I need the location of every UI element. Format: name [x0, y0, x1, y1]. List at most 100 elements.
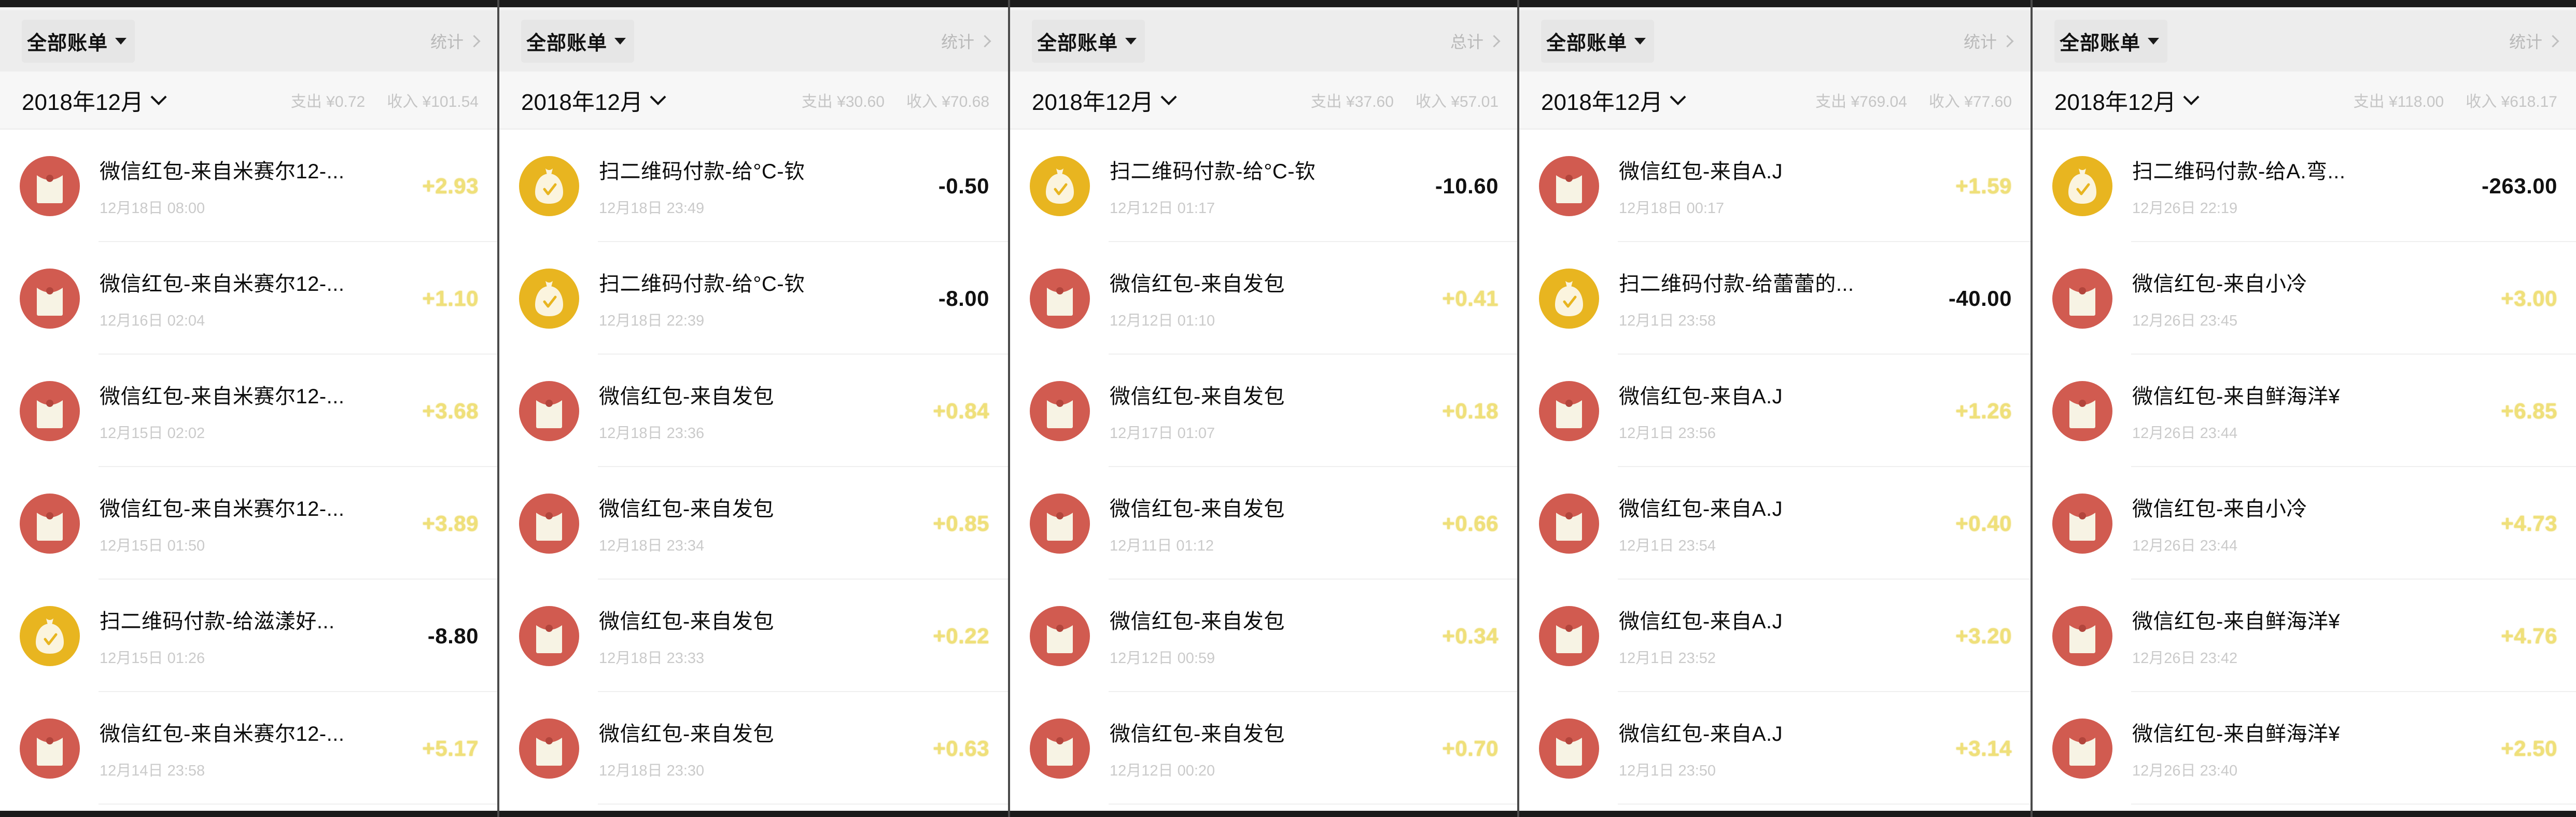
transaction-time: 12月11日 01:12	[1110, 537, 1214, 554]
transaction-title: 微信红包-来自发包	[599, 385, 774, 408]
transaction-row[interactable]: 微信红包-来自A.J 12月1日 23:50 +3.14	[1519, 692, 2031, 805]
chevron-down-icon	[2148, 37, 2160, 45]
transaction-row[interactable]: 微信红包-来自鲜海洋¥ 12月26日 23:42 +4.76	[2033, 580, 2576, 692]
transaction-row[interactable]: 微信红包-来自米赛尔12-... 12月15日 02:02 +3.68	[0, 355, 497, 467]
income-total: 收入 ¥618.17	[2466, 93, 2557, 110]
income-total: 收入 ¥77.60	[1928, 93, 2012, 110]
transaction-title: 微信红包-来自发包	[1110, 610, 1285, 633]
status-bar	[499, 0, 1008, 7]
expense-total: 支出 ¥30.60	[801, 93, 885, 110]
transaction-row[interactable]: 微信红包-来自A.J 12月1日 23:56 +1.26	[1519, 355, 2031, 467]
transaction-amount: +0.18	[1442, 398, 1499, 423]
transaction-amount: +2.50	[2501, 736, 2557, 760]
transaction-time: 12月18日 08:00	[100, 200, 205, 217]
transaction-row[interactable]: 微信红包-来自发包 12月12日 00:59 +0.34	[1010, 580, 1517, 692]
transaction-row[interactable]: 微信红包-来自发包 12月12日 01:10 +0.41	[1010, 242, 1517, 355]
transaction-row[interactable]: 微信红包-来自A.J 12月1日 23:54 +0.40	[1519, 467, 2031, 580]
chevron-down-icon	[150, 89, 167, 105]
statistics-link[interactable]: 总计	[1450, 29, 1501, 53]
transaction-row[interactable]: 微信红包-来自A.J 12月1日 23:52 +3.20	[1519, 580, 2031, 692]
chevron-down-icon	[614, 37, 626, 45]
month-label: 2018年12月	[1541, 90, 1663, 115]
transaction-time: 12月1日 23:52	[1619, 650, 1716, 667]
statistics-link[interactable]: 统计	[2509, 29, 2559, 53]
account-filter-button[interactable]: 全部账单	[2054, 19, 2168, 63]
transaction-row[interactable]: 微信红包-来自发包 12月17日 01:07 +0.18	[1010, 355, 1517, 467]
money-bag-icon	[20, 605, 80, 666]
red-envelope-icon	[2052, 493, 2112, 554]
transaction-text: 扫二维码付款-给°C-钦 12月12日 01:17	[1110, 154, 1425, 218]
transaction-row[interactable]: 微信红包-来自A.J 12月18日 00:17 +1.59	[1519, 130, 2031, 242]
transaction-amount: +0.40	[1955, 511, 2012, 536]
account-filter-button[interactable]: 全部账单	[22, 19, 135, 63]
month-summary-bar: 2018年12月 支出 ¥0.72 收入 ¥101.54	[0, 72, 497, 130]
transaction-row[interactable]: 扫二维码付款-给A.弯... 12月26日 22:19 -263.00	[2033, 130, 2576, 242]
transaction-row[interactable]: 微信红包-来自米赛尔12-... 12月16日 02:04 +1.10	[0, 242, 497, 355]
transaction-text: 扫二维码付款-给蕾蕾的... 12月1日 23:58	[1619, 267, 1938, 330]
transaction-row[interactable]: 微信红包-来自发包 12月18日 23:34 +0.85	[499, 467, 1008, 580]
transaction-row[interactable]: 微信红包-来自米赛尔12-... 12月15日 01:50 +3.89	[0, 467, 497, 580]
transaction-row[interactable]: 扫二维码付款-给°C-钦 12月18日 22:39 -8.00	[499, 242, 1008, 355]
transaction-row[interactable]: 微信红包-来自小冷 12月26日 23:45 +3.00	[2033, 242, 2576, 355]
statistics-link[interactable]: 统计	[1964, 29, 2014, 53]
transaction-title: 微信红包-来自发包	[599, 722, 774, 745]
statistics-link[interactable]: 统计	[941, 29, 991, 53]
month-picker-button[interactable]: 2018年12月	[22, 83, 167, 117]
transaction-row[interactable]: 微信红包-来自发包 12月12日 00:20 +0.70	[1010, 692, 1517, 805]
transaction-row[interactable]: 扫二维码付款-给滋漾好... 12月15日 01:26 -8.80	[0, 580, 497, 692]
transaction-row[interactable]: 微信红包-来自发包 12月18日 23:30 +0.63	[499, 692, 1008, 805]
red-envelope-icon	[20, 268, 80, 329]
transaction-amount: -263.00	[2482, 173, 2557, 198]
transaction-time: 12月26日 22:19	[2132, 200, 2238, 217]
transaction-text: 微信红包-来自A.J 12月1日 23:50	[1619, 717, 1945, 780]
month-totals: 支出 ¥118.00 收入 ¥618.17	[2354, 89, 2557, 111]
transaction-row[interactable]: 微信红包-来自鲜海洋¥ 12月26日 23:44 +6.85	[2033, 355, 2576, 467]
transaction-row[interactable]: 微信红包-来自发包 12月18日 23:36 +0.84	[499, 355, 1008, 467]
transaction-title: 微信红包-来自A.J	[1619, 160, 1783, 183]
transaction-row[interactable]: 微信红包-来自鲜海洋¥ 12月26日 23:40 +2.50	[2033, 692, 2576, 805]
status-bar	[1010, 0, 1517, 7]
red-envelope-icon	[519, 718, 579, 779]
transaction-amount: +1.10	[422, 286, 479, 311]
month-picker-button[interactable]: 2018年12月	[1541, 83, 1686, 117]
transaction-text: 微信红包-来自米赛尔12-... 12月16日 02:04	[100, 267, 412, 330]
transaction-amount: +3.20	[1955, 623, 2012, 648]
month-summary-bar: 2018年12月 支出 ¥769.04 收入 ¥77.60	[1519, 72, 2031, 130]
transaction-title: 微信红包-来自鲜海洋¥	[2132, 610, 2341, 633]
transaction-row[interactable]: 微信红包-来自发包 12月11日 01:12 +0.66	[1010, 467, 1517, 580]
nav-header: 全部账单 统计	[499, 10, 1008, 72]
transaction-row[interactable]: 扫二维码付款-给°C-钦 12月18日 23:49 -0.50	[499, 130, 1008, 242]
transaction-time: 12月26日 23:40	[2132, 762, 2238, 779]
transaction-time: 12月26日 23:45	[2132, 312, 2238, 329]
transaction-text: 微信红包-来自米赛尔12-... 12月15日 01:50	[100, 492, 412, 555]
transaction-text: 微信红包-来自A.J 12月1日 23:52	[1619, 604, 1945, 668]
transaction-time: 12月1日 23:56	[1619, 425, 1716, 442]
account-filter-button[interactable]: 全部账单	[1032, 19, 1145, 63]
transaction-row[interactable]: 微信红包-来自米赛尔12-... 12月18日 08:00 +2.93	[0, 130, 497, 242]
transaction-row[interactable]: 微信红包-来自米赛尔12-... 12月14日 23:58 +5.17	[0, 692, 497, 805]
transaction-time: 12月17日 01:07	[1110, 425, 1215, 442]
month-picker-button[interactable]: 2018年12月	[2054, 83, 2200, 117]
account-filter-button[interactable]: 全部账单	[1541, 19, 1655, 63]
chevron-down-icon	[115, 37, 127, 45]
transaction-text: 微信红包-来自A.J 12月18日 00:17	[1619, 154, 1945, 218]
transaction-amount: +0.41	[1442, 286, 1499, 311]
statistics-link[interactable]: 统计	[430, 29, 481, 53]
bottom-bar	[1010, 811, 1517, 817]
bottom-bar	[1519, 811, 2031, 817]
month-picker-button[interactable]: 2018年12月	[1032, 83, 1177, 117]
account-filter-button[interactable]: 全部账单	[521, 19, 635, 63]
month-picker-button[interactable]: 2018年12月	[521, 83, 666, 117]
transaction-time: 12月18日 22:39	[599, 312, 705, 329]
transaction-row[interactable]: 微信红包-来自发包 12月18日 23:33 +0.22	[499, 580, 1008, 692]
month-summary-bar: 2018年12月 支出 ¥30.60 收入 ¥70.68	[499, 72, 1008, 130]
statistics-label: 统计	[2509, 33, 2542, 51]
transaction-title: 微信红包-来自A.J	[1619, 610, 1783, 633]
transaction-text: 微信红包-来自发包 12月18日 23:33	[599, 604, 922, 668]
transaction-amount: -10.60	[1435, 173, 1499, 198]
transaction-row[interactable]: 扫二维码付款-给蕾蕾的... 12月1日 23:58 -40.00	[1519, 242, 2031, 355]
transaction-row[interactable]: 扫二维码付款-给°C-钦 12月12日 01:17 -10.60	[1010, 130, 1517, 242]
transaction-row[interactable]: 微信红包-来自小冷 12月26日 23:44 +4.73	[2033, 467, 2576, 580]
expense-total: 支出 ¥118.00	[2353, 93, 2444, 110]
bottom-bar	[0, 811, 497, 817]
